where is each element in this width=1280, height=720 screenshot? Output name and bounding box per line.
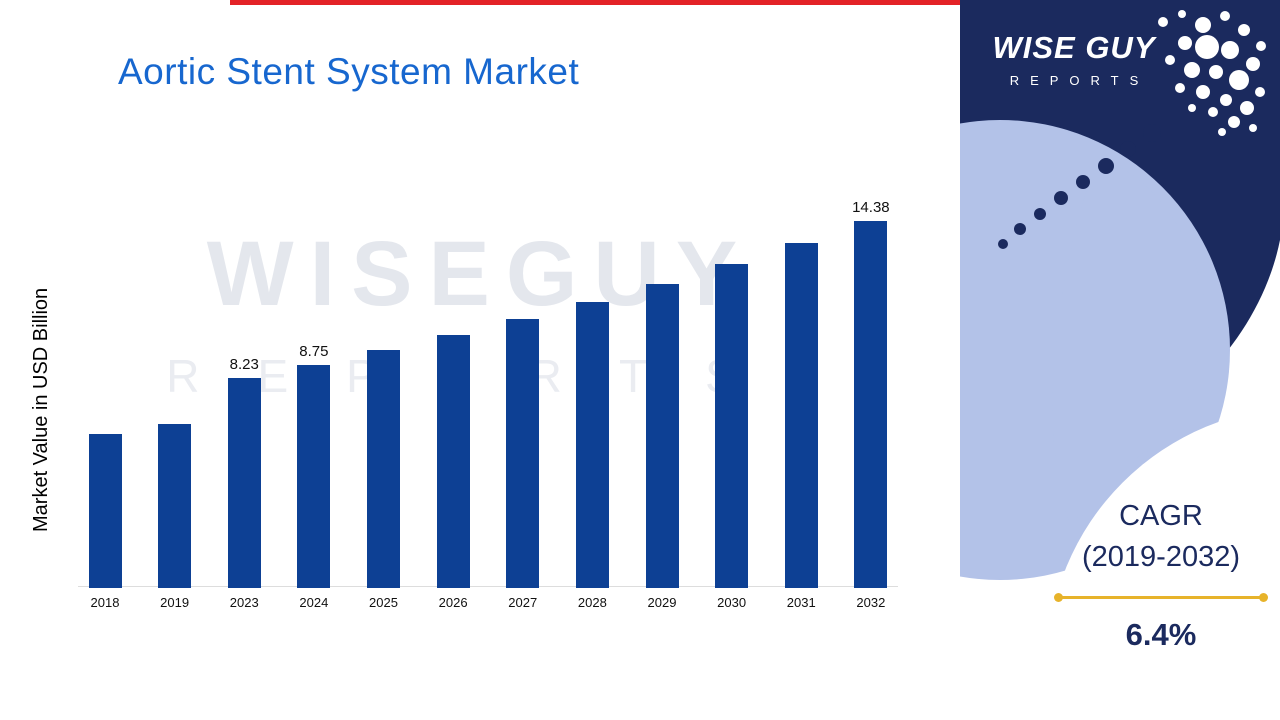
bar-chart: 2018 2019 8.23 2023 8.75 2024 2025 2026 2027 2028… <box>82 190 894 610</box>
brand-panel: WISE GUY REPORTS CAGR (2019-2032) 6.4% <box>960 0 1280 720</box>
bar-year-label: 2025 <box>369 595 398 610</box>
bar-year-label: 2023 <box>229 595 259 610</box>
bar-value-label: 8.23 <box>229 356 259 373</box>
bar-value-label: 14.38 <box>852 199 890 216</box>
y-axis-label: Market Value in USD Billion <box>30 287 52 533</box>
bar <box>88 434 122 588</box>
brand-logo: WISE GUY REPORTS <box>968 30 1180 88</box>
cagr-block: CAGR (2019-2032) 6.4% <box>1054 500 1268 653</box>
bar <box>367 350 400 588</box>
bar-group: 2025 <box>361 328 407 610</box>
bar-group: 2029 <box>639 262 685 610</box>
bar <box>227 378 261 588</box>
bar-group: 2018 <box>82 412 128 610</box>
bar-year-label: 2030 <box>717 595 747 610</box>
bar-year-label: 2028 <box>577 595 607 610</box>
bar-group: 2031 <box>778 221 824 610</box>
bar-group: 2028 <box>569 280 615 610</box>
dots-head-icon <box>1158 10 1266 136</box>
bar <box>645 284 679 588</box>
white-sweep <box>1047 408 1280 720</box>
bar-group: 8.23 2023 <box>221 356 267 610</box>
bar-year-label: 2018 <box>90 595 120 610</box>
bar-value-label: 8.75 <box>299 343 329 360</box>
bar-group: 2026 <box>430 313 476 610</box>
x-axis-line <box>78 586 898 587</box>
cagr-range: (2019-2032) <box>1082 541 1240 573</box>
bar-group: 2030 <box>709 242 755 610</box>
cagr-value: 6.4% <box>1125 617 1197 652</box>
bar <box>158 424 192 588</box>
face-profile <box>1052 158 1210 520</box>
bar-year-label: 2029 <box>647 595 677 610</box>
bar <box>854 221 888 588</box>
bar-group: 2019 <box>152 402 198 610</box>
bar-group: 2027 <box>500 297 546 610</box>
logo-wiseguy-text: WISE GUY <box>992 30 1156 65</box>
bar-year-label: 2027 <box>508 595 538 610</box>
bar <box>297 365 331 588</box>
bar-year-label: 2024 <box>299 595 329 610</box>
bar <box>784 243 818 588</box>
bar-year-label: 2019 <box>160 595 190 610</box>
dots-trail <box>998 124 1161 249</box>
bar <box>436 335 470 588</box>
bar <box>506 319 540 588</box>
bar-group: 8.75 2024 <box>291 343 337 610</box>
bar-year-label: 2026 <box>438 595 468 610</box>
bar-group: 14.38 2032 <box>848 199 894 610</box>
bar <box>575 302 609 588</box>
brand-panel-art <box>960 0 1280 720</box>
logo-reports-text: REPORTS <box>1009 73 1150 88</box>
top-red-accent-line <box>230 0 962 5</box>
bar-year-label: 2031 <box>786 595 816 610</box>
page-title: Aortic Stent System Market <box>118 50 580 92</box>
bar-year-label: 2032 <box>856 595 886 610</box>
bar <box>715 264 749 588</box>
cagr-label: CAGR <box>1119 500 1203 532</box>
cagr-divider-line <box>1054 593 1268 602</box>
